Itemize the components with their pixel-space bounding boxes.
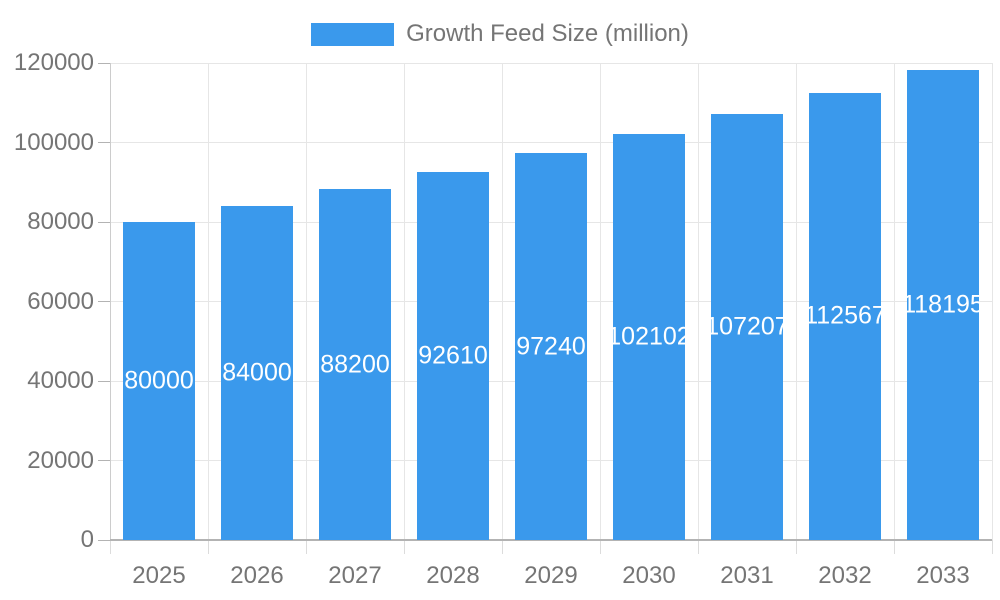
x-axis-tick (403, 540, 405, 554)
y-axis-tick (98, 221, 110, 223)
y-axis-tick (98, 380, 110, 382)
v-gridline (697, 63, 699, 540)
bar-value-label: 84000 (222, 358, 292, 387)
v-gridline (501, 63, 503, 540)
bar-value-label: 80000 (124, 366, 194, 395)
bar[interactable] (515, 153, 587, 540)
h-gridline (110, 62, 992, 64)
x-axis-label: 2027 (328, 562, 382, 589)
bar[interactable] (613, 134, 685, 540)
h-gridline (110, 142, 992, 143)
bar[interactable] (221, 206, 293, 540)
bar-value-label: 88200 (320, 350, 390, 379)
y-axis-tick (98, 301, 110, 302)
x-axis-label: 2030 (622, 562, 676, 589)
x-axis-tick (501, 540, 503, 554)
bar-value-label: 102102 (607, 322, 691, 351)
bar-value-label: 112567 (804, 301, 886, 330)
x-axis-tick (795, 540, 797, 554)
v-gridline (991, 63, 993, 540)
x-axis-label: 2026 (230, 562, 284, 589)
bar[interactable] (907, 70, 979, 540)
v-gridline (305, 63, 307, 540)
x-axis-tick (109, 540, 111, 554)
v-gridline (599, 63, 601, 540)
v-gridline (893, 63, 895, 540)
x-axis-label: 2031 (720, 562, 774, 589)
y-axis-label: 60000 (27, 287, 94, 315)
x-axis-label: 2033 (916, 562, 970, 589)
y-axis-label: 120000 (13, 49, 94, 76)
y-axis-tick (98, 460, 110, 461)
x-axis-tick (697, 540, 699, 554)
x-axis-label: 2025 (132, 562, 186, 589)
bar-value-label: 118195 (902, 290, 984, 319)
bar-value-label: 92610 (418, 341, 488, 370)
v-gridline (795, 63, 797, 540)
y-axis-label: 80000 (27, 208, 94, 235)
y-axis-label: 20000 (27, 446, 94, 474)
y-axis-label: 40000 (27, 367, 94, 394)
bar[interactable] (319, 189, 391, 540)
x-axis-tick (305, 540, 307, 554)
y-axis-tick (98, 62, 110, 64)
y-axis-tick (98, 539, 110, 541)
bar-value-label: 107207 (705, 312, 789, 341)
x-axis-tick (599, 540, 601, 554)
legend-label: Growth Feed Size (million) (406, 20, 689, 47)
legend[interactable]: Growth Feed Size (million) (0, 16, 1000, 52)
x-axis-label: 2029 (524, 562, 578, 589)
x-axis-tick (893, 540, 895, 554)
bar[interactable] (809, 92, 881, 540)
bar[interactable] (711, 113, 783, 540)
x-axis-label: 2028 (426, 562, 480, 589)
y-axis-line (110, 63, 111, 540)
x-axis-tick (207, 540, 209, 554)
x-axis-tick (991, 540, 993, 554)
x-axis-label: 2032 (818, 562, 872, 589)
y-axis-label: 100000 (13, 128, 94, 156)
bar-value-label: 97240 (516, 332, 586, 361)
v-gridline (403, 63, 405, 540)
bar[interactable] (123, 222, 195, 540)
y-axis-label: 0 (80, 526, 94, 553)
y-axis-tick (98, 142, 110, 143)
bar[interactable] (417, 171, 489, 540)
legend-swatch (311, 22, 395, 46)
x-axis-line (110, 539, 992, 541)
v-gridline (207, 63, 209, 540)
